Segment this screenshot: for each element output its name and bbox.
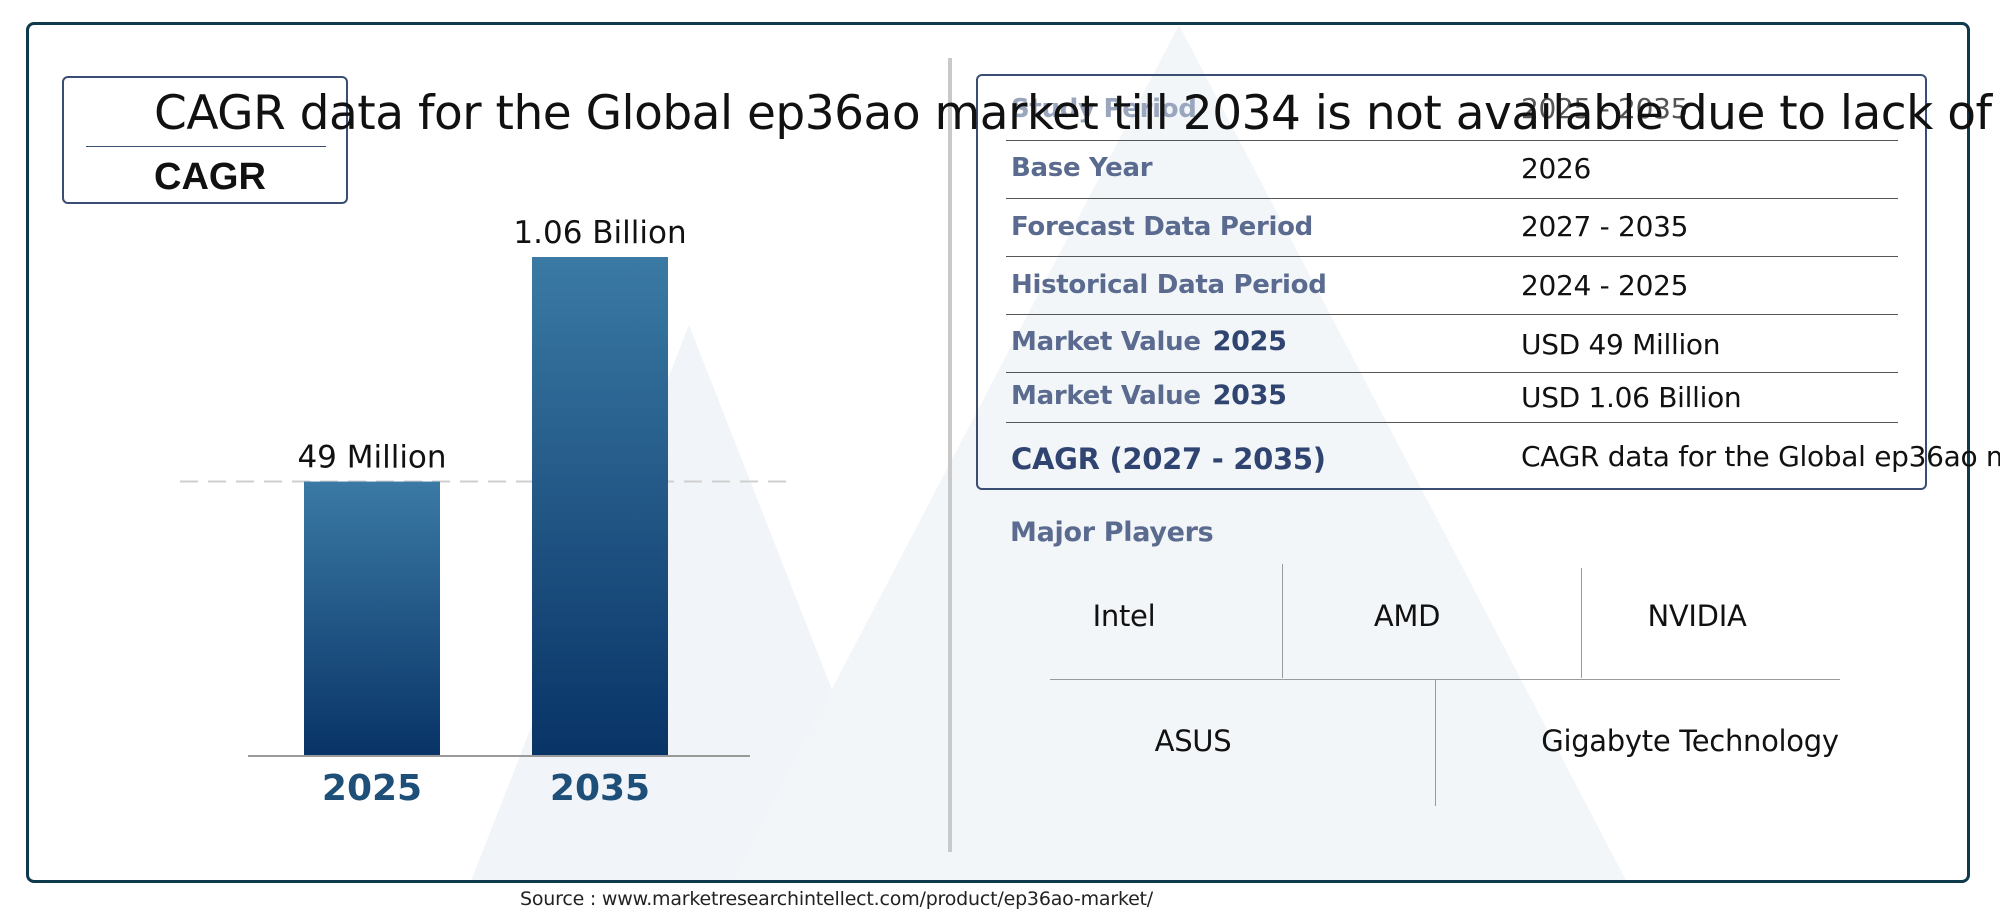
row-separator — [1006, 314, 1898, 315]
player-divider — [1581, 568, 1582, 678]
row-value-study-period: 2025 - 2035 — [1521, 92, 1689, 125]
row-key-cagr: CAGR (2027 - 2035) — [1011, 442, 1326, 476]
row-separator — [1006, 256, 1898, 257]
row-value-market-value-2025: USD 49 Million — [1521, 328, 1721, 361]
player-gigabyte: Gigabyte Technology — [1541, 724, 1839, 758]
bar-value-label: 1.06 Billion — [513, 215, 686, 251]
row-separator — [1006, 372, 1898, 373]
source-note: Source : www.marketresearchintellect.com… — [520, 888, 1154, 910]
player-divider — [1050, 679, 1840, 680]
row-value-market-value-2035: USD 1.06 Billion — [1521, 381, 1742, 414]
row-separator — [1006, 198, 1898, 199]
major-players-title: Major Players — [1010, 517, 1214, 548]
market-info-table — [976, 74, 1927, 490]
bar-chart: 49 Million 2025 1.06 Billion 2035 — [180, 215, 790, 809]
player-divider — [1435, 680, 1436, 806]
market-value-year: 2035 — [1212, 380, 1287, 411]
row-separator — [1006, 422, 1898, 423]
bar-2035 — [532, 257, 668, 756]
panel-divider — [948, 58, 952, 852]
row-value-base-year: 2026 — [1521, 152, 1592, 185]
player-intel: Intel — [1092, 599, 1156, 633]
player-amd: AMD — [1373, 599, 1441, 633]
x-tick-label: 2035 — [550, 768, 650, 809]
player-divider — [1282, 564, 1283, 678]
row-separator — [1006, 140, 1898, 141]
row-value-historical-period: 2024 - 2025 — [1521, 269, 1689, 302]
cagr-label: CAGR — [154, 156, 266, 198]
bar-2025 — [304, 481, 440, 756]
x-tick-label: 2025 — [322, 768, 422, 809]
row-key-market-value-2025: Market Value 2025 — [1011, 326, 1287, 357]
market-value-label: Market Value — [1011, 327, 1201, 357]
cagr-box-rule — [86, 146, 326, 147]
bar-value-label: 49 Million — [297, 440, 446, 476]
row-key-base-year: Base Year — [1011, 153, 1153, 183]
cagr-box: CAGR — [62, 76, 348, 204]
row-key-market-value-2035: Market Value 2035 — [1011, 380, 1287, 411]
row-key-historical-period: Historical Data Period — [1011, 270, 1327, 300]
row-value-forecast-period: 2027 - 2035 — [1521, 210, 1689, 243]
row-key-study-period: Study Period — [1011, 94, 1197, 124]
market-value-label: Market Value — [1011, 381, 1201, 411]
market-value-year: 2025 — [1212, 326, 1287, 357]
player-nvidia: NVIDIA — [1647, 599, 1747, 633]
row-key-forecast-period: Forecast Data Period — [1011, 212, 1313, 242]
player-asus: ASUS — [1154, 724, 1232, 758]
